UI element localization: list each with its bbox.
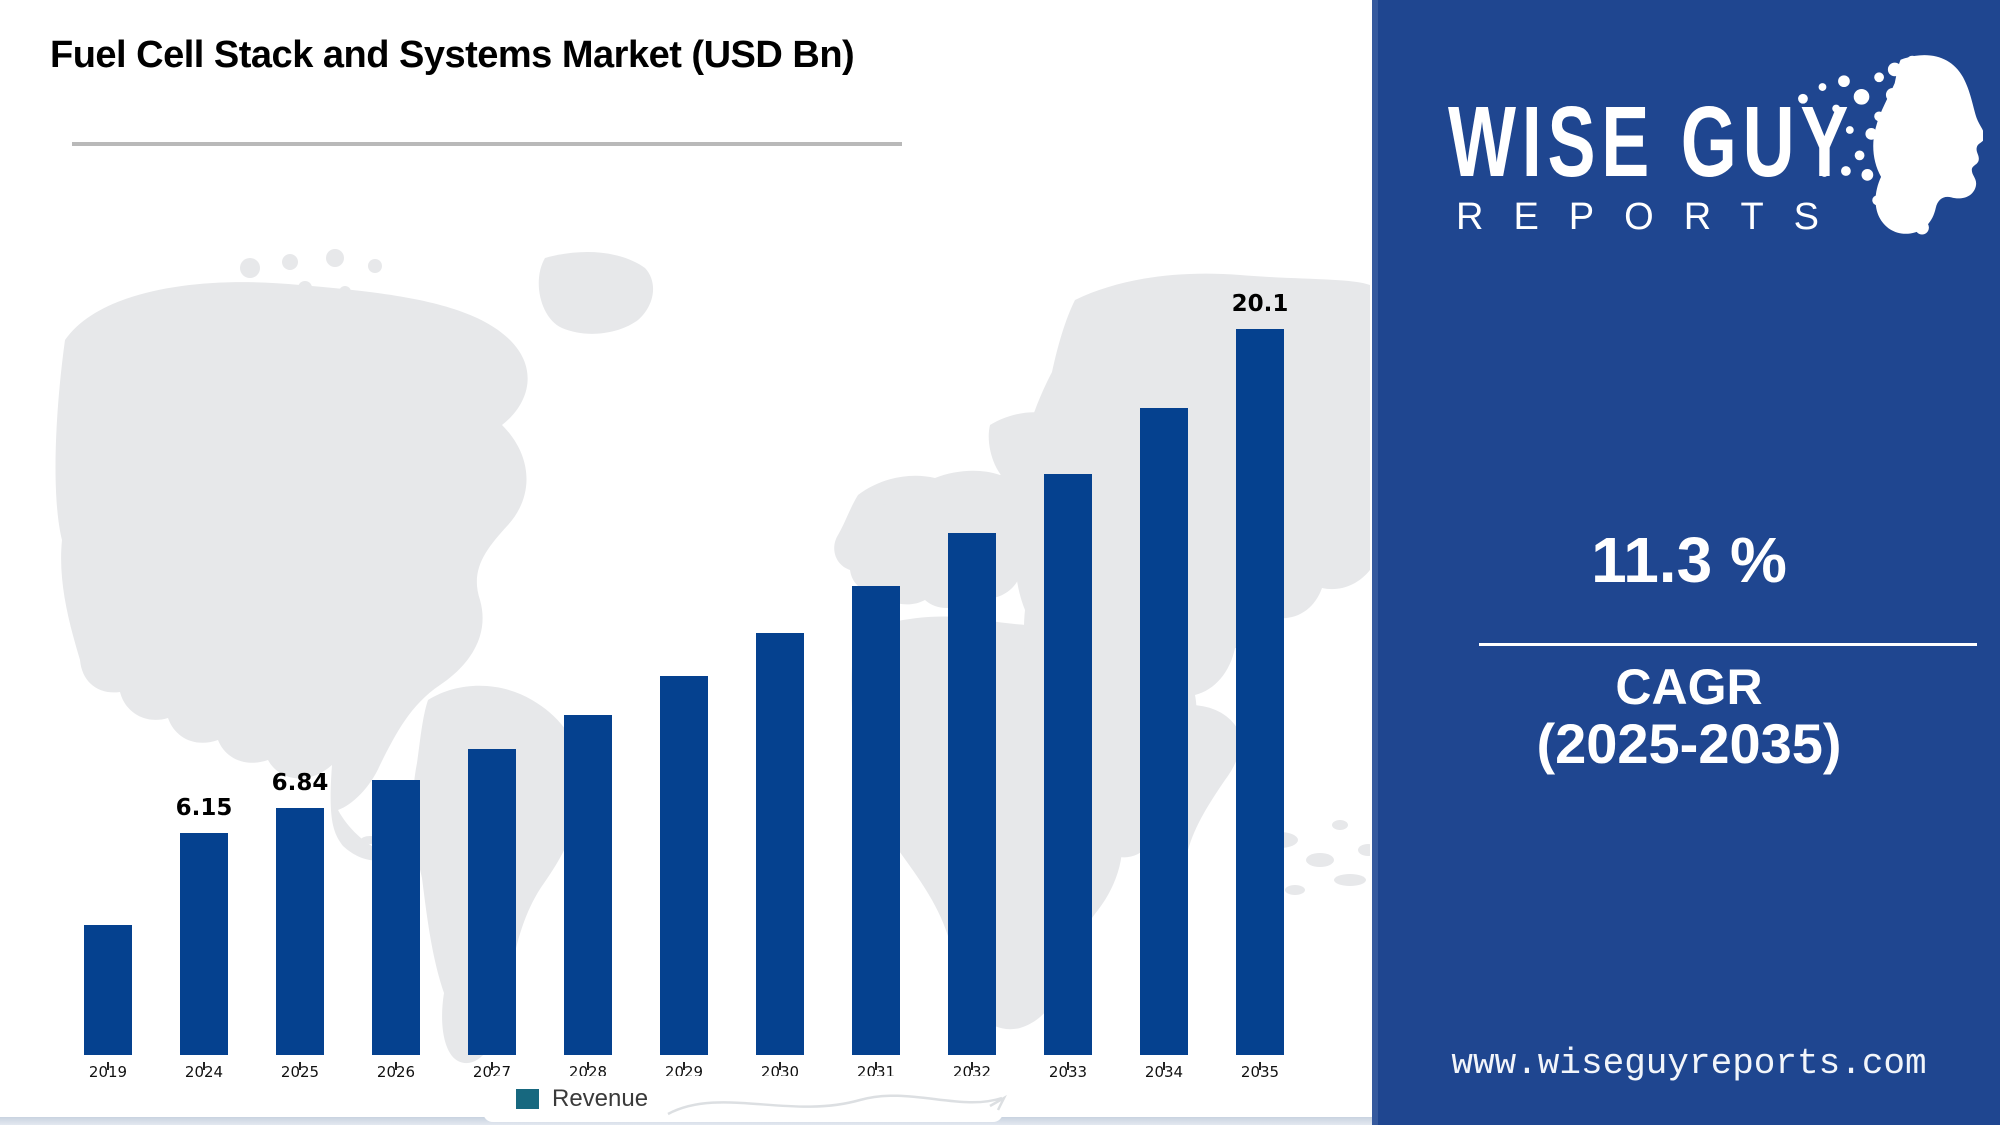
- bar-2025: [276, 808, 324, 1055]
- x-axis-label-2034: 2034: [1144, 1063, 1184, 1081]
- bar-group-2032: [948, 0, 996, 1125]
- right-panel: WISE GUY REPORTS 11.3 % CAGR (2025-2035)…: [1372, 0, 2000, 1125]
- x-axis-tick-2028: [587, 1062, 589, 1070]
- bar-group-2028: [564, 0, 612, 1125]
- bar-value-label-2025: 6.84: [271, 770, 329, 796]
- bar-2019: [84, 925, 132, 1055]
- bar-group-2027: [468, 0, 516, 1125]
- bar-group-2025: 6.84: [272, 0, 328, 1125]
- bar-2030: [756, 633, 804, 1055]
- bar-group-2035: 20.1: [1232, 0, 1288, 1125]
- x-axis-tick-2030: [779, 1062, 781, 1070]
- chart-pane: Fuel Cell Stack and Systems Market (USD …: [0, 0, 1372, 1125]
- x-axis-tick-2032: [971, 1062, 973, 1070]
- bar-group-2030: [756, 0, 804, 1125]
- cagr-value: 11.3 %: [1591, 524, 1787, 596]
- bar-2026: [372, 780, 420, 1055]
- website-url: www.wiseguyreports.com: [1451, 1043, 1927, 1084]
- logo-subtitle: REPORTS: [1456, 196, 1850, 238]
- cagr-block: CAGR (2025-2035): [1378, 662, 2000, 772]
- x-axis-tick-2024: [203, 1062, 205, 1070]
- bar-2031: [852, 586, 900, 1055]
- bar-group-2019: [84, 0, 132, 1125]
- x-axis-tick-2026: [395, 1062, 397, 1070]
- legend: Revenue: [483, 1076, 1003, 1122]
- bar-group-2033: [1044, 0, 1092, 1125]
- panel-divider: [1479, 643, 1977, 646]
- x-axis-label-2026: 2026: [376, 1063, 416, 1081]
- page-title: Fuel Cell Stack and Systems Market (USD …: [50, 34, 855, 76]
- x-axis-label-2024: 2024: [184, 1063, 224, 1081]
- bar-2029: [660, 676, 708, 1055]
- x-axis-tick-2034: [1163, 1062, 1165, 1070]
- legend-swatch-revenue: [516, 1089, 539, 1109]
- bar-2034: [1140, 408, 1188, 1055]
- x-axis-tick-2019: [107, 1062, 109, 1070]
- x-axis-label-2019: 2019: [88, 1063, 128, 1081]
- bar-2028: [564, 715, 612, 1055]
- legend-label-revenue: Revenue: [552, 1085, 649, 1112]
- x-axis-tick-2033: [1067, 1062, 1069, 1070]
- x-axis-tick-2031: [875, 1062, 877, 1070]
- bar-group-2031: [852, 0, 900, 1125]
- logo-face-icon: [1798, 55, 1983, 235]
- bar-2024: [180, 833, 228, 1055]
- bar-group-2034: [1140, 0, 1188, 1125]
- x-axis-label-2025: 2025: [280, 1063, 320, 1081]
- bar-group-2024: 6.15: [176, 0, 232, 1125]
- bar-2033: [1044, 474, 1092, 1055]
- bar-2027: [468, 749, 516, 1055]
- x-axis-tick-2029: [683, 1062, 685, 1070]
- title-underline: [72, 142, 902, 146]
- bar-group-2029: [660, 0, 708, 1125]
- x-axis-label-2033: 2033: [1048, 1063, 1088, 1081]
- x-axis-label-2035: 2035: [1240, 1063, 1280, 1081]
- x-axis-tick-2025: [299, 1062, 301, 1070]
- x-axis-tick-2027: [491, 1062, 493, 1070]
- bar-2035: [1236, 329, 1284, 1055]
- cagr-range: (2025-2035): [1536, 712, 1842, 775]
- bar-value-label-2024: 6.15: [175, 795, 233, 821]
- logo-wordmark: WISE GUY: [1448, 86, 1855, 198]
- signature-scribble: [667, 1094, 1007, 1116]
- bar-value-label-2035: 20.1: [1231, 291, 1289, 317]
- x-axis-tick-2035: [1259, 1062, 1261, 1070]
- bar-2032: [948, 533, 996, 1055]
- bar-group-2026: [372, 0, 420, 1125]
- cagr-title: CAGR: [1615, 659, 1763, 715]
